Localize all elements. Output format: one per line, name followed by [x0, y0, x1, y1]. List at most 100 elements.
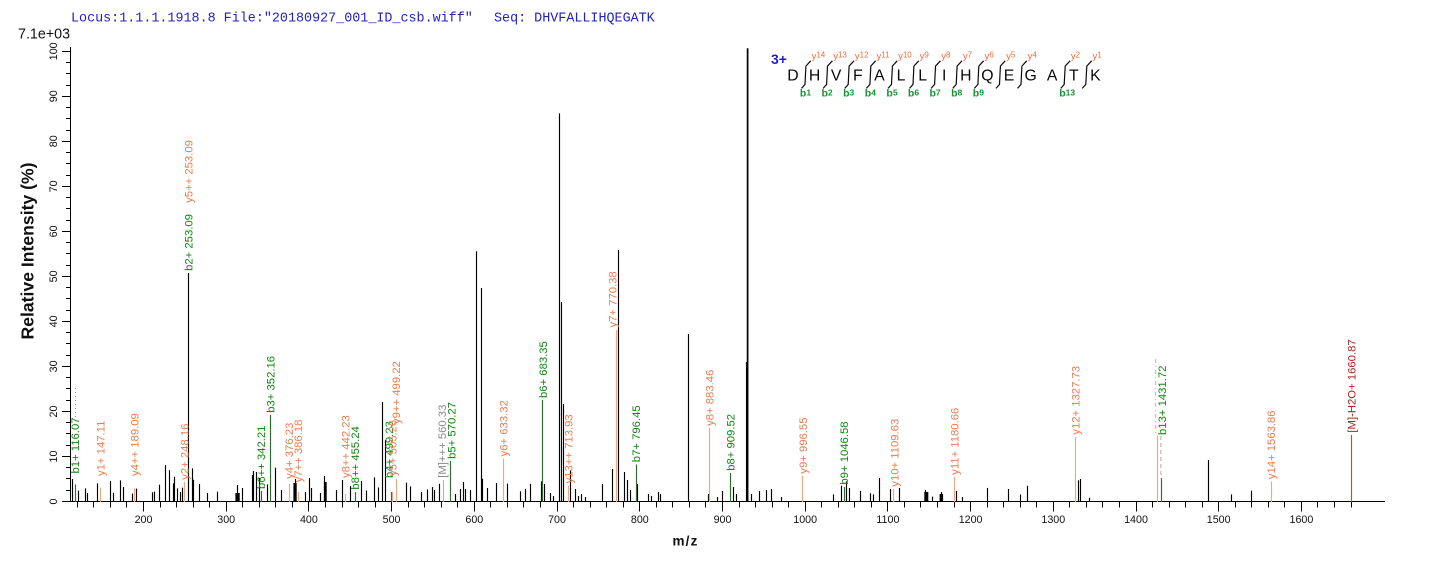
- svg-text:y9: y9: [920, 51, 930, 63]
- svg-text:60: 60: [48, 225, 60, 237]
- svg-text:y9+ 996.55: y9+ 996.55: [798, 417, 810, 473]
- svg-text:b8+ 909.52: b8+ 909.52: [726, 414, 738, 471]
- svg-text:b6++ 342.21: b6++ 342.21: [256, 426, 268, 489]
- svg-text:b9+ 1046.58: b9+ 1046.58: [839, 421, 851, 484]
- svg-text:b4: b4: [865, 88, 876, 100]
- svg-text:50: 50: [48, 270, 60, 282]
- svg-text:b13+ 1431.72: b13+ 1431.72: [1157, 366, 1169, 435]
- svg-text:0: 0: [48, 498, 60, 504]
- svg-text:20: 20: [48, 406, 60, 418]
- svg-text:y5+ 505.26: y5+ 505.26: [388, 420, 400, 476]
- svg-text:y6: y6: [985, 51, 995, 63]
- svg-text:b5: b5: [886, 88, 897, 100]
- svg-text:500: 500: [383, 514, 401, 526]
- svg-text:700: 700: [548, 514, 566, 526]
- svg-text:y7+ 770.38: y7+ 770.38: [608, 271, 620, 327]
- svg-text:1400: 1400: [1124, 514, 1148, 526]
- svg-text:b7+ 796.45: b7+ 796.45: [631, 405, 643, 462]
- svg-text:80: 80: [48, 135, 60, 147]
- svg-text:A: A: [1047, 68, 1058, 85]
- svg-text:y12: y12: [855, 51, 869, 63]
- svg-text:L: L: [918, 68, 927, 85]
- svg-text:y11+ 1180.66: y11+ 1180.66: [950, 408, 962, 475]
- svg-text:b8: b8: [951, 88, 962, 100]
- svg-text:Relative Intensity (%): Relative Intensity (%): [18, 163, 38, 340]
- svg-text:y4: y4: [1028, 51, 1038, 63]
- svg-text:y11: y11: [877, 51, 891, 63]
- svg-text:y1: y1: [1093, 51, 1103, 63]
- svg-text:y5++ 253.09: y5++ 253.09: [184, 140, 196, 203]
- svg-text:b1: b1: [800, 88, 811, 100]
- svg-text:y14: y14: [812, 51, 826, 63]
- svg-text:70: 70: [48, 180, 60, 192]
- svg-text:D: D: [787, 68, 798, 85]
- svg-text:y10: y10: [898, 51, 912, 63]
- svg-text:Seq: DHVFALLIHQEGATK: Seq: DHVFALLIHQEGATK: [494, 12, 656, 27]
- svg-text:b5+ 570.27: b5+ 570.27: [446, 402, 458, 459]
- svg-text:b3: b3: [843, 88, 854, 100]
- svg-text:b7: b7: [930, 88, 941, 100]
- svg-text:b6+ 683.35: b6+ 683.35: [538, 341, 550, 398]
- svg-text:F: F: [853, 68, 863, 85]
- svg-text:y7: y7: [963, 51, 973, 63]
- svg-text:800: 800: [631, 514, 649, 526]
- svg-text:y10+ 1109.63: y10+ 1109.63: [890, 419, 902, 487]
- svg-text:y6+ 633.32: y6+ 633.32: [498, 400, 510, 456]
- svg-text:Locus:1.1.1.1918.8 File:"20180: Locus:1.1.1.1918.8 File:"20180927_001_ID…: [71, 12, 473, 27]
- svg-text:H: H: [960, 68, 971, 85]
- svg-text:300: 300: [217, 514, 235, 526]
- svg-text:3+: 3+: [771, 51, 787, 67]
- svg-text:T: T: [1069, 68, 1079, 85]
- svg-text:y5: y5: [1006, 51, 1016, 63]
- svg-text:y12+ 1327.73: y12+ 1327.73: [1070, 366, 1082, 435]
- svg-text:y14+ 1563.86: y14+ 1563.86: [1266, 410, 1278, 479]
- svg-text:H: H: [809, 68, 820, 85]
- svg-text:10: 10: [48, 451, 60, 463]
- svg-text:y8++ 442.23: y8++ 442.23: [341, 415, 353, 478]
- svg-text:90: 90: [48, 90, 60, 102]
- svg-text:y7++ 386.18: y7++ 386.18: [293, 420, 305, 483]
- svg-text:900: 900: [714, 514, 732, 526]
- svg-text:b9: b9: [973, 88, 984, 100]
- svg-text:y8+ 883.46: y8+ 883.46: [705, 370, 717, 426]
- svg-text:E: E: [1004, 68, 1015, 85]
- svg-text:200: 200: [135, 514, 153, 526]
- svg-text:b1+ 116.07: b1+ 116.07: [70, 417, 82, 473]
- svg-text:G: G: [1024, 68, 1036, 85]
- svg-text:y1+ 147.11: y1+ 147.11: [95, 421, 107, 476]
- svg-text:y2: y2: [1071, 51, 1081, 63]
- svg-text:m/z: m/z: [672, 534, 698, 549]
- svg-text:V: V: [831, 68, 842, 85]
- svg-text:1200: 1200: [959, 514, 983, 526]
- svg-text:b6: b6: [908, 88, 919, 100]
- svg-text:1000: 1000: [793, 514, 817, 526]
- svg-text:40: 40: [48, 315, 60, 327]
- svg-text:K: K: [1090, 68, 1101, 85]
- svg-text:b3+ 352.16: b3+ 352.16: [266, 356, 278, 413]
- svg-text:b8++ 455.24: b8++ 455.24: [350, 426, 362, 489]
- svg-text:y4++ 189.09: y4++ 189.09: [130, 413, 142, 476]
- svg-text:y4+ 376.23: y4+ 376.23: [284, 423, 296, 479]
- svg-text:A: A: [874, 68, 885, 85]
- svg-text:I: I: [942, 68, 946, 85]
- svg-text:b4+ 499.23: b4+ 499.23: [384, 421, 396, 478]
- svg-text:1500: 1500: [1207, 514, 1231, 526]
- svg-text:[M]+++ 560.33: [M]+++ 560.33: [437, 405, 449, 478]
- svg-text:1600: 1600: [1290, 514, 1314, 526]
- svg-text:y9++ 499.22: y9++ 499.22: [391, 361, 403, 424]
- svg-text:y13: y13: [833, 51, 847, 63]
- svg-text:600: 600: [465, 514, 483, 526]
- svg-text:1100: 1100: [876, 514, 899, 526]
- svg-text:Q: Q: [981, 68, 993, 85]
- svg-text:b13: b13: [1059, 88, 1075, 100]
- svg-text:b2+ 253.09: b2+ 253.09: [184, 214, 196, 271]
- svg-text:b2: b2: [822, 88, 833, 100]
- svg-text:100: 100: [48, 42, 60, 60]
- svg-text:y8: y8: [941, 51, 951, 63]
- svg-text:[M]-H2O+ 1660.87: [M]-H2O+ 1660.87: [1346, 339, 1358, 432]
- svg-text:30: 30: [48, 360, 60, 372]
- svg-text:1300: 1300: [1041, 514, 1065, 526]
- svg-text:y2+ 248.16: y2+ 248.16: [179, 424, 191, 480]
- svg-text:400: 400: [300, 514, 318, 526]
- svg-text:7.1e+03: 7.1e+03: [18, 27, 70, 43]
